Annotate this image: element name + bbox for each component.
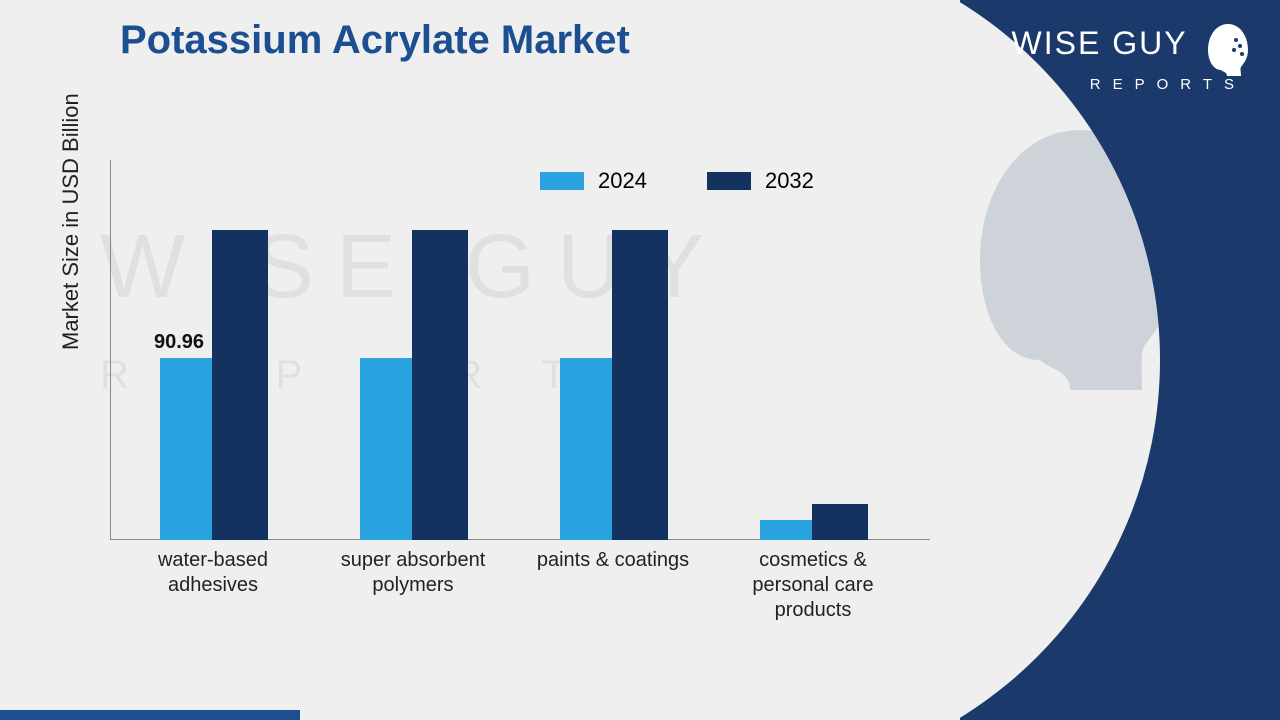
head-silhouette-shadow-icon <box>930 120 1190 420</box>
legend-item-2032: 2032 <box>707 168 814 194</box>
bar-group <box>360 230 468 540</box>
brand-logo: WISE GUY REPORTS <box>1012 22 1250 93</box>
infographic-canvas: WISE GUY REPORTS WISE GUY REPORTS Potass… <box>0 0 1280 720</box>
bar-chart: 90.96 <box>110 220 930 540</box>
bar-group <box>760 504 868 540</box>
y-axis-line <box>110 160 111 540</box>
bar-series-a <box>160 358 216 540</box>
x-axis-category-label: cosmetics & personal care products <box>728 548 898 623</box>
legend-swatch-a <box>540 172 584 190</box>
legend-label-b: 2032 <box>765 168 814 194</box>
bottom-accent-bar <box>0 710 300 720</box>
legend-item-2024: 2024 <box>540 168 647 194</box>
bar-series-b <box>812 504 868 540</box>
bar-series-b <box>212 230 268 540</box>
chart-title: Potassium Acrylate Market <box>120 18 630 63</box>
x-axis-category-label: super absorbent polymers <box>328 548 498 598</box>
legend: 2024 2032 <box>540 168 814 194</box>
y-axis-label: Market Size in USD Billion <box>58 93 84 350</box>
bar-group <box>160 230 268 540</box>
bar-group <box>560 230 668 540</box>
logo-line2: REPORTS <box>1012 76 1250 93</box>
legend-swatch-b <box>707 172 751 190</box>
x-axis-category-label: water-based adhesives <box>128 548 298 598</box>
bar-series-a <box>560 358 616 540</box>
logo-head-icon <box>1200 22 1250 78</box>
bar-series-a <box>760 520 816 540</box>
bar-series-b <box>612 230 668 540</box>
bar-value-label: 90.96 <box>154 331 204 354</box>
bar-series-b <box>412 230 468 540</box>
logo-line1: WISE GUY <box>1012 25 1188 61</box>
bar-series-a <box>360 358 416 540</box>
legend-label-a: 2024 <box>598 168 647 194</box>
x-axis-category-label: paints & coatings <box>528 548 698 573</box>
